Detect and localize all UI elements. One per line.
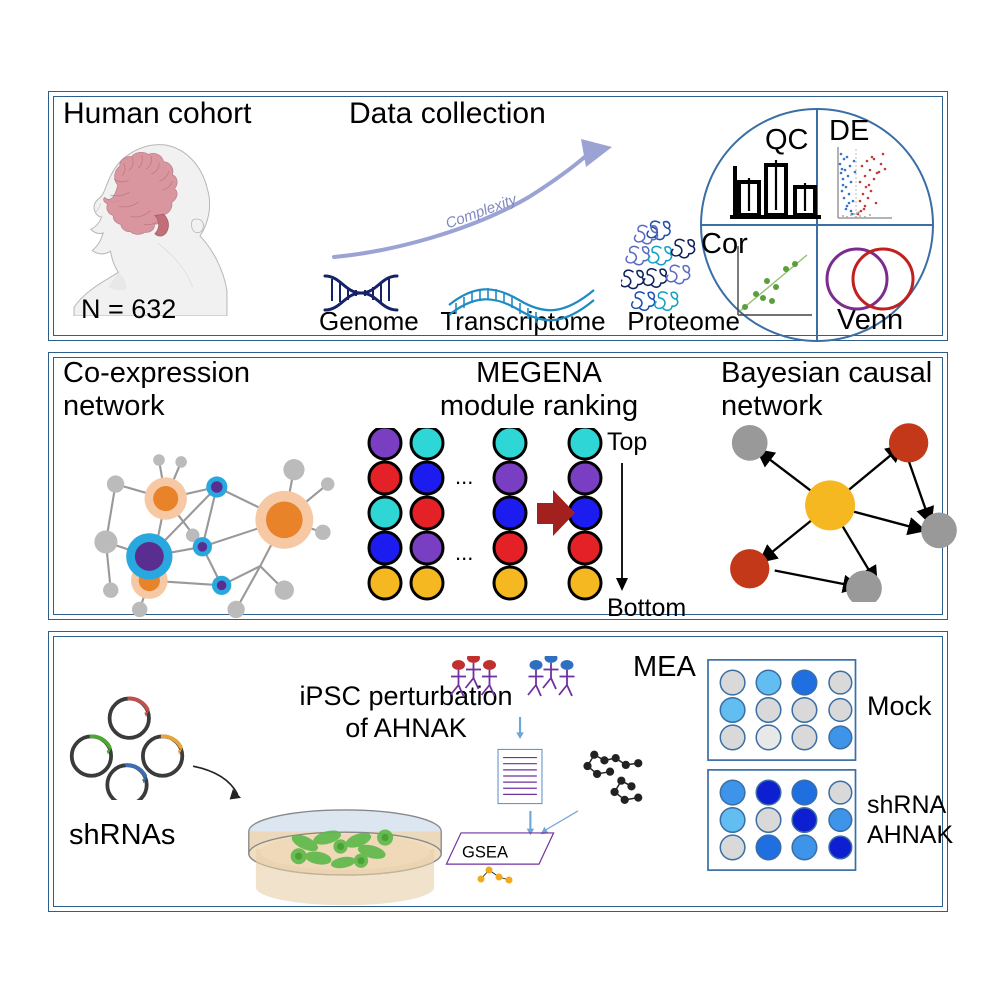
svg-text:Complexity: Complexity <box>443 191 520 233</box>
svg-text:...: ... <box>455 540 473 565</box>
svg-text:Bottom: Bottom <box>607 594 686 622</box>
svg-text:QC: QC <box>765 124 809 156</box>
svg-text:Cor: Cor <box>701 228 748 260</box>
svg-text:...: ... <box>455 464 473 489</box>
svg-text:DE: DE <box>829 115 869 147</box>
svg-text:GSEA: GSEA <box>462 842 509 861</box>
svg-text:Top: Top <box>607 428 647 456</box>
